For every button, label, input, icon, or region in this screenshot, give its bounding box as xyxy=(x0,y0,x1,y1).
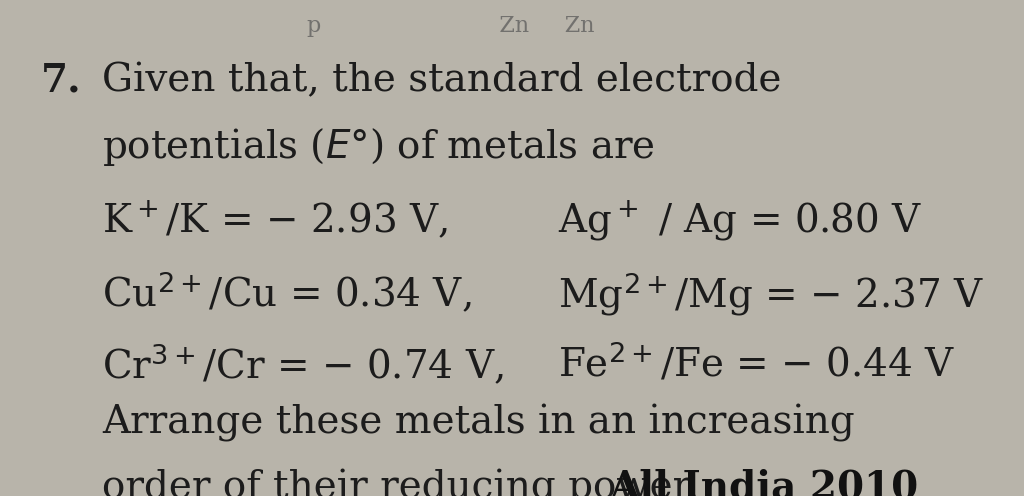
Text: potentials ($E$°) of metals are: potentials ($E$°) of metals are xyxy=(102,126,655,169)
Text: Ag$^+$ / Ag = 0.80 V: Ag$^+$ / Ag = 0.80 V xyxy=(558,198,923,243)
Text: All India 2010: All India 2010 xyxy=(609,469,919,496)
Text: Cr$^{3+}$/Cr = $-$ 0.74 V,: Cr$^{3+}$/Cr = $-$ 0.74 V, xyxy=(102,342,504,387)
Text: Cu$^{2+}$/Cu = 0.34 V,: Cu$^{2+}$/Cu = 0.34 V, xyxy=(102,270,472,315)
Text: Arrange these metals in an increasing: Arrange these metals in an increasing xyxy=(102,404,855,442)
Text: Mg$^{2+}$/Mg = $-$ 2.37 V: Mg$^{2+}$/Mg = $-$ 2.37 V xyxy=(558,270,984,318)
Text: Fe$^{2+}$/Fe = $-$ 0.44 V: Fe$^{2+}$/Fe = $-$ 0.44 V xyxy=(558,342,955,385)
Text: p                         Zn     Zn: p Zn Zn xyxy=(307,15,595,37)
Text: 7.: 7. xyxy=(41,62,82,100)
Text: Given that, the standard electrode: Given that, the standard electrode xyxy=(102,62,782,99)
Text: K$^+$/K = $-$ 2.93 V,: K$^+$/K = $-$ 2.93 V, xyxy=(102,198,449,240)
Text: order of their reducing power.: order of their reducing power. xyxy=(102,469,724,496)
